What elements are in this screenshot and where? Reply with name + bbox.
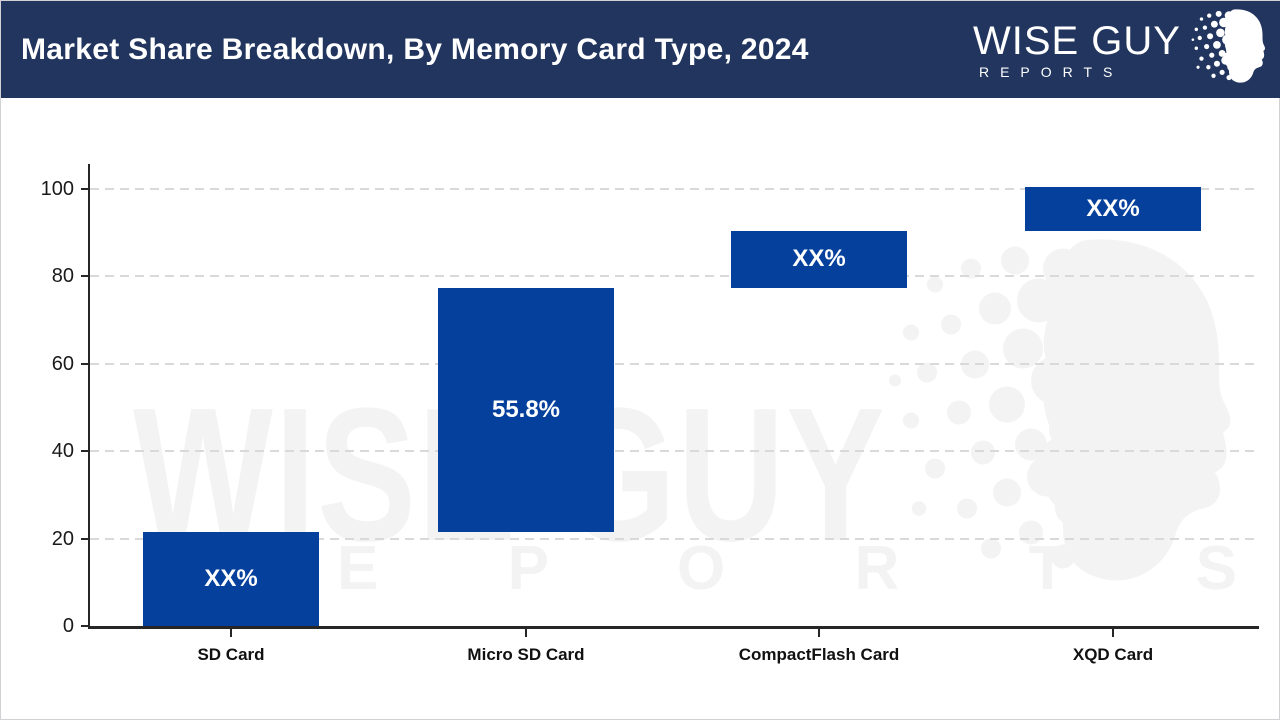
y-tick-label-20: 20 (51, 527, 74, 550)
gridline-100 (90, 187, 1259, 190)
gridline-80 (90, 275, 1259, 277)
y-tick-mark-80 (81, 275, 90, 277)
y-tick-label-80: 80 (51, 265, 74, 287)
x-axis-label-sd-card: SD Card (197, 645, 265, 664)
bar-value-label-compactflash-card: XX% (792, 245, 846, 273)
x-axis-label-micro-sd-card: Micro SD Card (467, 645, 585, 664)
waterfall-chart: WISE GUY R E P O R T S 0 20 40 60 80 100 XX% SD… (1, 98, 1280, 721)
x-axis-label-xqd-card: XQD Card (1072, 645, 1154, 664)
bar-xqd-card: XX% (1025, 187, 1201, 231)
logo-wordmark: WISE GUY (972, 18, 1181, 63)
x-tick-mark-micro-sd-card (525, 629, 527, 637)
bar-value-label-micro-sd-card: 55.8% (491, 395, 561, 423)
bar-sd-card: XX% (143, 531, 319, 626)
y-tick-label-100: 100 (40, 177, 74, 200)
y-tick-label-0: 0 (62, 615, 74, 637)
x-tick-mark-xqd-card (1112, 629, 1114, 637)
gridline-20 (90, 537, 1259, 540)
y-tick-mark-20 (81, 537, 90, 540)
watermark-dotted-head (889, 239, 1231, 581)
bar-compactflash-card: XX% (731, 230, 907, 288)
x-tick-mark-compactflash-card (818, 629, 820, 637)
x-axis-label-compactflash-card: CompactFlash Card (738, 645, 900, 664)
gridline-40 (90, 450, 1259, 452)
y-tick-label-40: 40 (51, 440, 74, 462)
dotted-head-icon (1191, 8, 1266, 83)
wise-guy-reports-logo: WISE GUY REPORTS (973, 1, 1273, 98)
x-tick-mark-sd-card (230, 629, 232, 637)
y-tick-mark-0 (81, 625, 90, 627)
logo-subtitle: REPORTS (978, 63, 1124, 80)
y-tick-mark-40 (81, 450, 90, 452)
y-tick-mark-100 (81, 187, 90, 190)
header-bar: Market Share Breakdown, By Memory Card T… (1, 1, 1280, 98)
gridline-60 (90, 362, 1259, 365)
x-axis-line (88, 626, 1259, 629)
logo-text: WISE GUY REPORTS (973, 21, 1181, 79)
bar-value-label-sd-card: XX% (204, 564, 258, 592)
y-axis-line (88, 164, 90, 628)
y-tick-mark-60 (81, 362, 90, 365)
bar-micro-sd-card: 55.8% (438, 287, 614, 532)
bar-value-label-xqd-card: XX% (1086, 195, 1140, 223)
y-tick-label-60: 60 (51, 352, 74, 375)
page-title: Market Share Breakdown, By Memory Card T… (21, 32, 809, 66)
